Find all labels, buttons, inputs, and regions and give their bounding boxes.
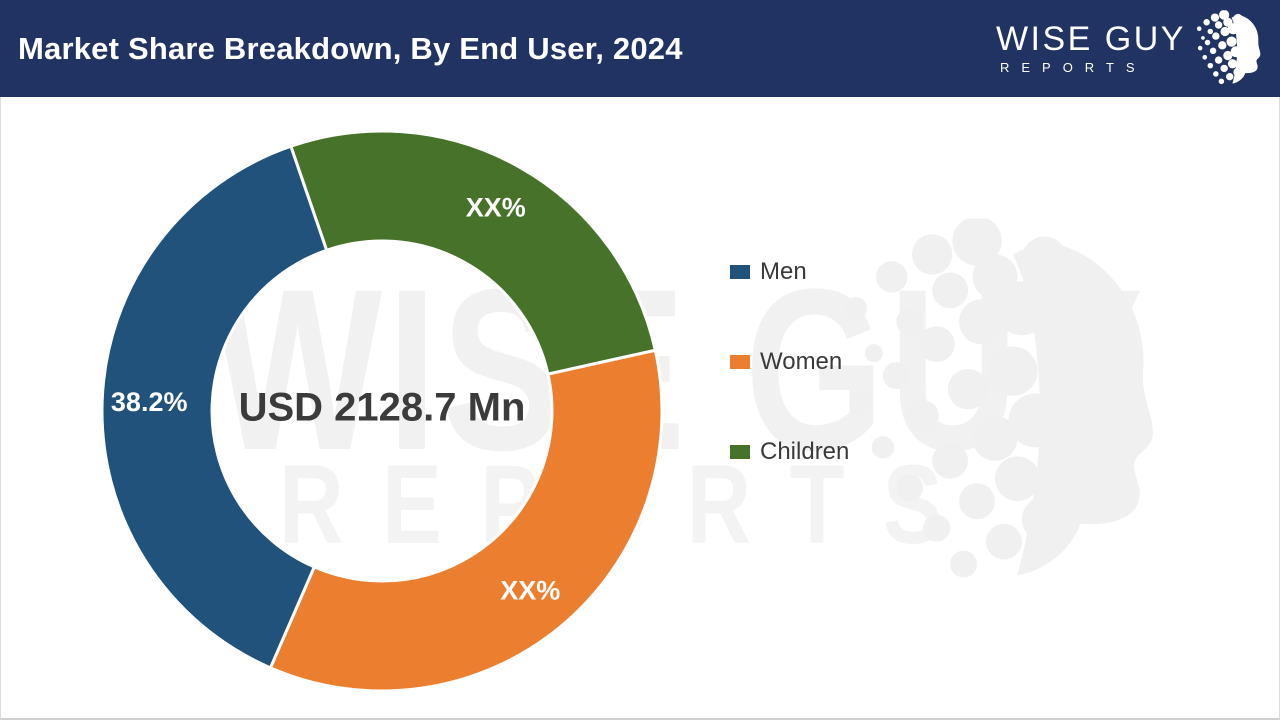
segment-label-children: XX%: [466, 193, 526, 223]
face-dots-icon: [1190, 10, 1262, 88]
legend-item-women: Women: [730, 347, 849, 377]
logo-text: WISE GUY REPORTS: [996, 22, 1186, 75]
donut-center-value: USD 2128.7 Mn: [238, 385, 526, 430]
chart-area: WISE GUY REPORTS XX%XX%38.2% USD 2128.7 …: [0, 97, 1280, 720]
page-title: Market Share Breakdown, By End User, 202…: [18, 30, 683, 66]
legend-swatch-men: [730, 265, 750, 279]
legend-label-children: Children: [760, 438, 850, 465]
logo-name: WISE GUY: [995, 20, 1186, 58]
chart-legend: Men Women Children: [730, 257, 849, 527]
logo-tagline: REPORTS: [999, 60, 1147, 75]
segment-label-women: XX%: [500, 576, 560, 606]
wiseguy-logo: WISE GUY REPORTS: [996, 10, 1262, 88]
legend-item-men: Men: [730, 257, 849, 287]
donut-segment-children: [288, 129, 658, 376]
legend-swatch-children: [730, 445, 750, 459]
donut-segment-men: [100, 144, 329, 670]
legend-label-men: Men: [760, 258, 807, 285]
donut-segment-women: [268, 348, 664, 693]
donut-chart: XX% XX% 38.2%: [100, 129, 664, 693]
legend-item-children: Children: [730, 437, 849, 467]
legend-swatch-women: [730, 355, 750, 369]
segment-label-men: 38.2%: [111, 387, 188, 417]
legend-label-women: Women: [760, 348, 843, 375]
header-bar: Market Share Breakdown, By End User, 202…: [0, 0, 1280, 97]
